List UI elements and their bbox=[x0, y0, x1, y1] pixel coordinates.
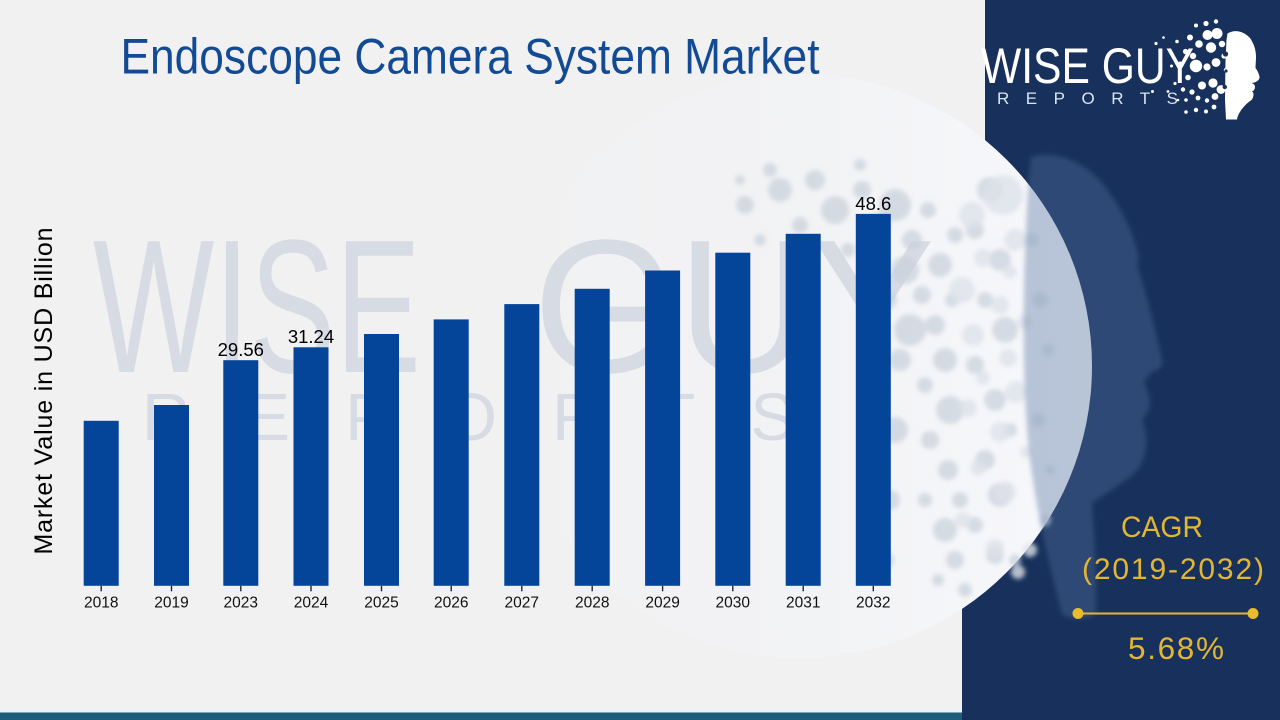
svg-text:2018: 2018 bbox=[84, 595, 118, 612]
svg-text:2019: 2019 bbox=[154, 595, 188, 612]
svg-text:WISE GUY: WISE GUY bbox=[981, 38, 1194, 94]
svg-text:2028: 2028 bbox=[575, 595, 609, 612]
svg-text:2024: 2024 bbox=[294, 595, 329, 612]
svg-text:(2019-2032): (2019-2032) bbox=[1082, 553, 1264, 586]
svg-text:2025: 2025 bbox=[364, 595, 398, 612]
svg-text:2031: 2031 bbox=[786, 595, 820, 612]
svg-text:2023: 2023 bbox=[224, 595, 258, 612]
svg-text:48.6: 48.6 bbox=[855, 193, 891, 214]
svg-text:CAGR: CAGR bbox=[1121, 511, 1203, 544]
svg-text:2032: 2032 bbox=[856, 595, 890, 612]
svg-text:2029: 2029 bbox=[645, 595, 679, 612]
svg-text:2026: 2026 bbox=[434, 595, 468, 612]
svg-text:29.56: 29.56 bbox=[218, 339, 264, 360]
svg-text:2030: 2030 bbox=[716, 595, 751, 612]
svg-text:5.68%: 5.68% bbox=[1128, 630, 1224, 666]
svg-text:Endoscope Camera System Market: Endoscope Camera System Market bbox=[121, 29, 820, 85]
svg-text:Market Value in USD Billion: Market Value in USD Billion bbox=[30, 228, 58, 555]
svg-text:31.24: 31.24 bbox=[288, 326, 334, 347]
svg-text:2027: 2027 bbox=[505, 595, 539, 612]
